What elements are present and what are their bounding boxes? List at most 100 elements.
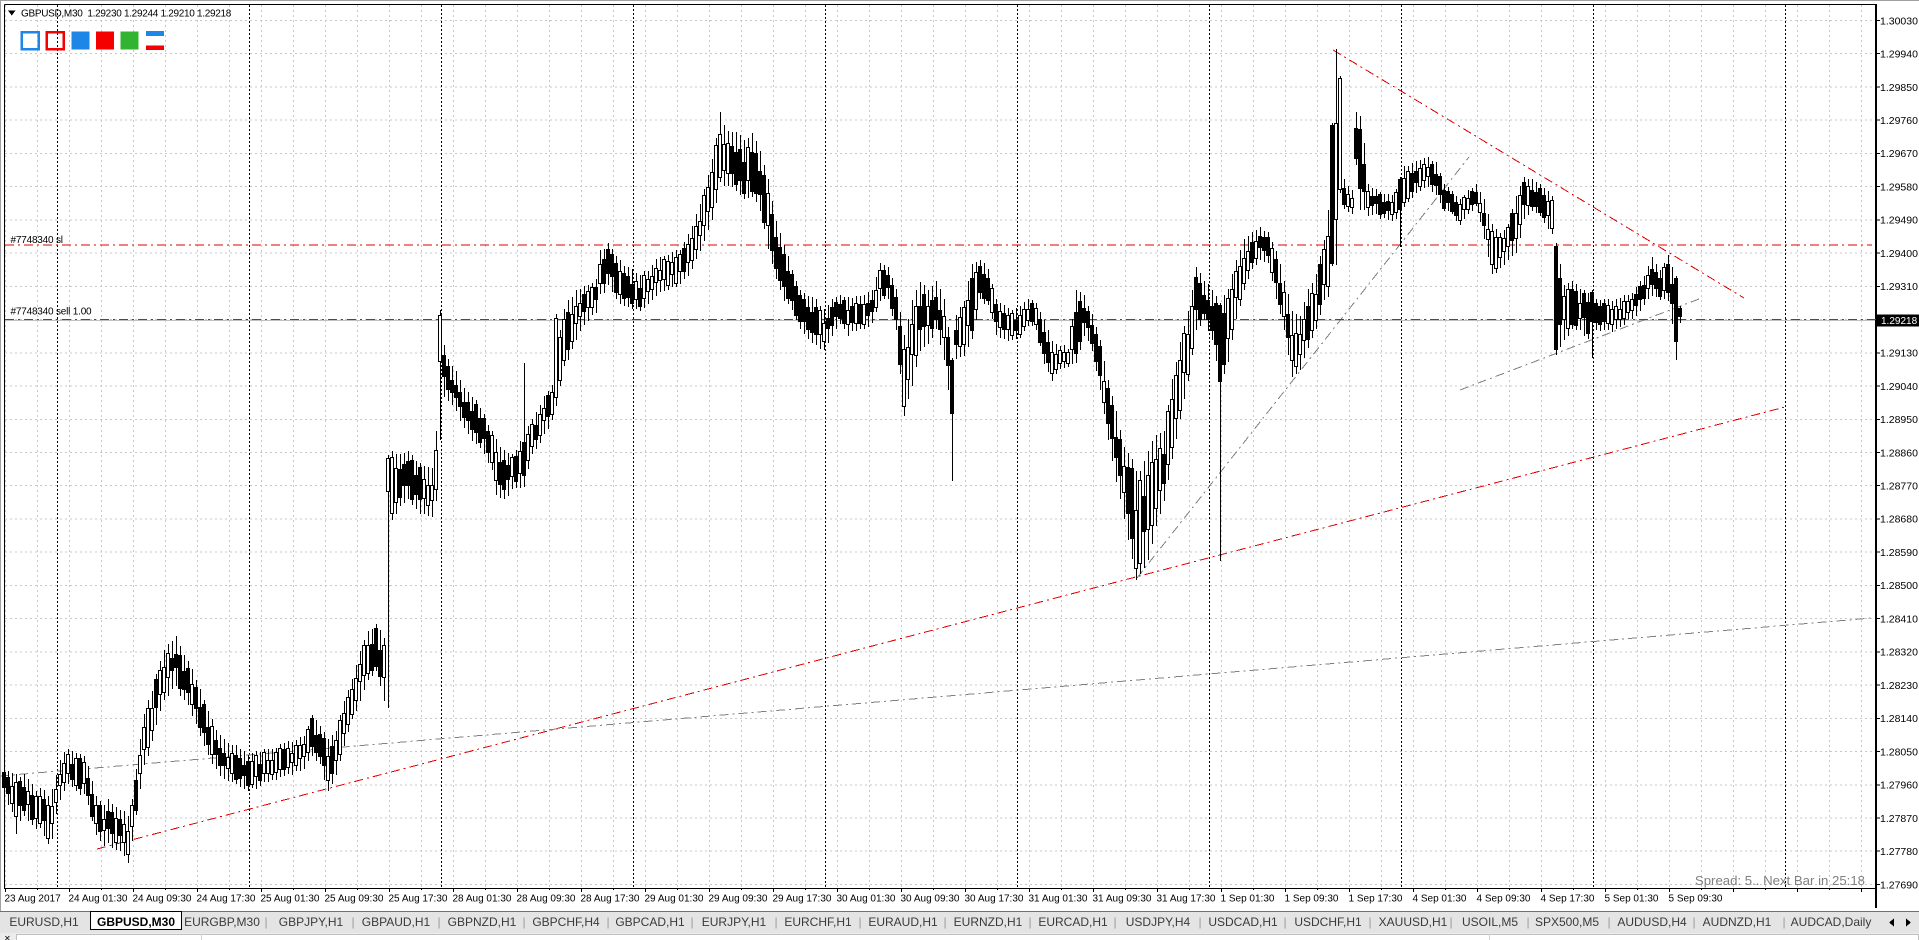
svg-text:1.27780: 1.27780: [1880, 846, 1918, 858]
svg-text:24 Aug 01:30: 24 Aug 01:30: [69, 894, 128, 905]
svg-text:AUDUSD,H4: AUDUSD,H4: [1617, 915, 1687, 929]
svg-text:1.28770: 1.28770: [1880, 481, 1918, 493]
svg-text:Spread: 5.. Next Bar in 25:18: Spread: 5.. Next Bar in 25:18: [1695, 873, 1865, 888]
svg-text:#7748340 sl: #7748340 sl: [11, 235, 63, 246]
svg-text:|: |: [606, 915, 609, 929]
svg-text:|: |: [1113, 915, 1116, 929]
svg-text:|: |: [943, 915, 946, 929]
svg-text:1.30030: 1.30030: [1880, 15, 1918, 27]
svg-text:|: |: [351, 915, 354, 929]
svg-text:31 Aug 09:30: 31 Aug 09:30: [1093, 894, 1152, 905]
svg-text:SPX500,M5: SPX500,M5: [1535, 915, 1599, 929]
svg-text:|: |: [437, 915, 440, 929]
svg-text:EURCAD,H1: EURCAD,H1: [1038, 915, 1108, 929]
svg-text:1.29490: 1.29490: [1880, 215, 1918, 227]
svg-text:1.29130: 1.29130: [1880, 348, 1918, 360]
svg-text:1.28230: 1.28230: [1880, 680, 1918, 692]
svg-text:|: |: [1198, 915, 1201, 929]
svg-text:31 Aug 17:30: 31 Aug 17:30: [1157, 894, 1216, 905]
svg-text:|: |: [1782, 915, 1785, 929]
svg-text:USDJPY,H4: USDJPY,H4: [1126, 915, 1191, 929]
svg-text:XAUUSD,H1: XAUUSD,H1: [1379, 915, 1448, 929]
svg-text:1.29218: 1.29218: [1881, 316, 1918, 327]
svg-text:GBPAUD,H1: GBPAUD,H1: [362, 915, 431, 929]
svg-text:29 Aug 17:30: 29 Aug 17:30: [773, 894, 832, 905]
svg-text:1 Sep 01:30: 1 Sep 01:30: [1221, 894, 1275, 905]
svg-text:AUDNZD,H1: AUDNZD,H1: [1703, 915, 1772, 929]
svg-text:29 Aug 09:30: 29 Aug 09:30: [709, 894, 768, 905]
svg-text:EURGBP,M30: EURGBP,M30: [184, 915, 260, 929]
svg-text:GBPUSD,M30 1.29230 1.29244 1.: GBPUSD,M30 1.29230 1.29244 1.29210 1.292…: [21, 9, 232, 20]
svg-text:1.27870: 1.27870: [1880, 813, 1918, 825]
svg-text:1.28140: 1.28140: [1880, 713, 1918, 725]
svg-text:1.28590: 1.28590: [1880, 547, 1918, 559]
svg-text:1.29940: 1.29940: [1880, 49, 1918, 61]
svg-text:AUDCAD,Daily: AUDCAD,Daily: [1791, 915, 1872, 929]
svg-text:5 Sep 01:30: 5 Sep 01:30: [1605, 894, 1659, 905]
svg-text:1.29760: 1.29760: [1880, 115, 1918, 127]
svg-text:1.29040: 1.29040: [1880, 381, 1918, 393]
svg-text:1.28950: 1.28950: [1880, 414, 1918, 426]
svg-text:1.28860: 1.28860: [1880, 447, 1918, 459]
svg-text:GBPNZD,H1: GBPNZD,H1: [448, 915, 517, 929]
svg-text:|: |: [522, 915, 525, 929]
svg-text:✕: ✕: [4, 934, 11, 940]
svg-text:4 Sep 17:30: 4 Sep 17:30: [1541, 894, 1595, 905]
svg-text:25 Aug 01:30: 25 Aug 01:30: [261, 894, 320, 905]
svg-text:25 Aug 09:30: 25 Aug 09:30: [325, 894, 384, 905]
svg-text:EURNZD,H1: EURNZD,H1: [954, 915, 1023, 929]
svg-text:USDCHF,H1: USDCHF,H1: [1294, 915, 1362, 929]
svg-text:|: |: [1607, 915, 1610, 929]
svg-text:|: |: [264, 915, 267, 929]
svg-text:1.29850: 1.29850: [1880, 82, 1918, 94]
svg-text:|: |: [1526, 915, 1529, 929]
svg-text:GBPCAD,H1: GBPCAD,H1: [615, 915, 685, 929]
svg-text:5 Sep 09:30: 5 Sep 09:30: [1669, 894, 1723, 905]
svg-text:GBPJPY,H1: GBPJPY,H1: [279, 915, 344, 929]
svg-text:|: |: [1028, 915, 1031, 929]
svg-text:#7748340 sell 1.00: #7748340 sell 1.00: [11, 307, 93, 318]
svg-text:1.29400: 1.29400: [1880, 248, 1918, 260]
svg-text:28 Aug 09:30: 28 Aug 09:30: [517, 894, 576, 905]
svg-text:1.28050: 1.28050: [1880, 746, 1918, 758]
svg-text:25 Aug 17:30: 25 Aug 17:30: [389, 894, 448, 905]
svg-text:|: |: [858, 915, 861, 929]
svg-text:24 Aug 09:30: 24 Aug 09:30: [133, 894, 192, 905]
svg-text:29 Aug 01:30: 29 Aug 01:30: [645, 894, 704, 905]
svg-text:EURJPY,H1: EURJPY,H1: [702, 915, 767, 929]
svg-text:|: |: [774, 915, 777, 929]
svg-text:GBPUSD,M30: GBPUSD,M30: [97, 915, 175, 929]
svg-text:28 Aug 17:30: 28 Aug 17:30: [581, 894, 640, 905]
svg-text:28 Aug 01:30: 28 Aug 01:30: [453, 894, 512, 905]
svg-text:4 Sep 01:30: 4 Sep 01:30: [1413, 894, 1467, 905]
svg-text:1.27690: 1.27690: [1880, 879, 1918, 891]
svg-text:USDCAD,H1: USDCAD,H1: [1208, 915, 1278, 929]
svg-text:1.29310: 1.29310: [1880, 281, 1918, 293]
svg-text:23 Aug 2017: 23 Aug 2017: [5, 894, 62, 905]
svg-text:EURUSD,H1: EURUSD,H1: [9, 915, 79, 929]
svg-text:1 Sep 17:30: 1 Sep 17:30: [1349, 894, 1403, 905]
svg-text:|: |: [1368, 915, 1371, 929]
svg-text:|: |: [1283, 915, 1286, 929]
svg-text:1.28320: 1.28320: [1880, 647, 1918, 659]
svg-text:|: |: [1449, 915, 1452, 929]
svg-text:30 Aug 01:30: 30 Aug 01:30: [837, 894, 896, 905]
svg-text:1.27960: 1.27960: [1880, 780, 1918, 792]
svg-text:EURAUD,H1: EURAUD,H1: [868, 915, 938, 929]
svg-text:GBPCHF,H4: GBPCHF,H4: [532, 915, 600, 929]
svg-text:USOIL,M5: USOIL,M5: [1462, 915, 1518, 929]
svg-text:1.29670: 1.29670: [1880, 148, 1918, 160]
svg-text:1.29580: 1.29580: [1880, 181, 1918, 193]
svg-text:30 Aug 09:30: 30 Aug 09:30: [901, 894, 960, 905]
svg-text:1 Sep 09:30: 1 Sep 09:30: [1285, 894, 1339, 905]
svg-text:31 Aug 01:30: 31 Aug 01:30: [1029, 894, 1088, 905]
svg-text:30 Aug 17:30: 30 Aug 17:30: [965, 894, 1024, 905]
svg-text:1.28500: 1.28500: [1880, 580, 1918, 592]
svg-text:24 Aug 17:30: 24 Aug 17:30: [197, 894, 256, 905]
svg-text:4 Sep 09:30: 4 Sep 09:30: [1477, 894, 1531, 905]
svg-text:1.28680: 1.28680: [1880, 514, 1918, 526]
svg-text:EURCHF,H1: EURCHF,H1: [784, 915, 852, 929]
svg-text:|: |: [690, 915, 693, 929]
svg-text:1.28410: 1.28410: [1880, 613, 1918, 625]
svg-text:|: |: [1692, 915, 1695, 929]
